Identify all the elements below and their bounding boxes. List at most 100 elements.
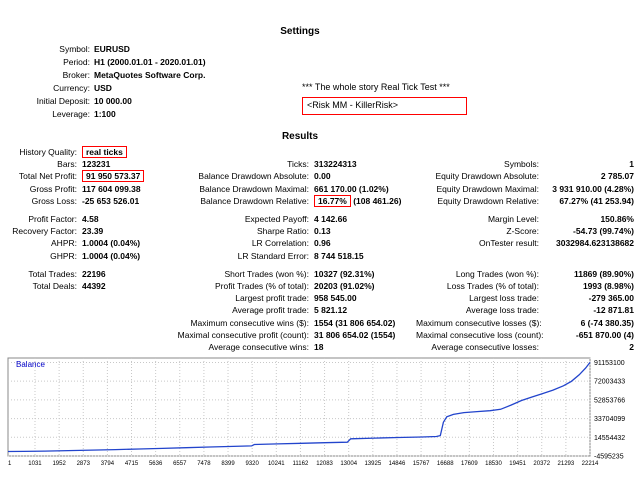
x-axis-label: 22214 (582, 461, 599, 467)
result-value (82, 317, 166, 329)
y-axis-label: 33704099 (594, 416, 625, 423)
x-axis-label: 1952 (52, 461, 66, 467)
annotation-line: *** The whole story Real Tick Test *** (302, 82, 450, 92)
result-value: 4.58 (82, 214, 99, 225)
result-label: OnTester result: (479, 238, 539, 249)
result-label: Symbols: (504, 159, 539, 170)
results-title: Results (281, 131, 319, 142)
result-value: 91 950 573.37 (82, 170, 166, 183)
result-value: 67.27% (41 253.94) (559, 195, 634, 206)
result-label: Average consecutive wins: (208, 342, 309, 353)
result-value: 1.0004 (0.04%) (82, 238, 141, 249)
result-value: 1 (629, 159, 634, 170)
result-label (416, 250, 544, 262)
balance-chart: Balance 91153100 72003433 52853766 33704099… (6, 355, 640, 476)
result-value: 20203 (91.02%) (314, 281, 375, 292)
result-value: 23.39 (82, 226, 104, 237)
result-value (82, 292, 166, 304)
result-label: Total Net Profit: (18, 171, 77, 182)
result-label: Maximal consecutive loss (count): (416, 329, 544, 340)
result-value: 44392 (82, 281, 106, 292)
result-value: 150.86% (600, 214, 634, 225)
settings-field-value: 10 000.00 (94, 96, 132, 106)
risk-mm-box: <Risk MM - KillerRisk> (302, 97, 467, 115)
result-value (314, 146, 416, 158)
result-label: Profit Trades (% of total): (214, 281, 309, 292)
result-label: Balance Drawdown Relative: (200, 195, 309, 206)
x-axis-label: 21293 (558, 461, 575, 467)
result-label: Average consecutive losses: (431, 342, 539, 353)
plot-border (7, 357, 591, 457)
result-label: Long Trades (won %): (455, 268, 539, 279)
result-label (416, 146, 544, 158)
x-axis-label: 6557 (173, 461, 187, 467)
settings-field-label: Period: (63, 57, 90, 67)
result-value: -12 871.81 (593, 305, 634, 316)
result-label (6, 292, 82, 304)
result-value: 5 821.12 (314, 305, 348, 316)
balance-chart-svg: 91153100 72003433 52853766 33704099 14554432… (7, 357, 625, 467)
result-label: Equity Drawdown Maximal: (436, 183, 539, 194)
result-label: Maximal consecutive profit (count): (177, 329, 309, 340)
result-value: 31 806 654.02 (1554) (314, 329, 396, 340)
result-value: 10327 (92.31%) (314, 268, 375, 279)
result-label: Ticks: (287, 159, 309, 170)
result-value: -279 365.00 (588, 293, 634, 304)
y-axis-label: -4595235 (594, 454, 624, 461)
x-axis-label: 13004 (340, 461, 357, 467)
result-value: 313224313 (314, 159, 357, 170)
x-axis-label: 19451 (509, 461, 526, 467)
result-value: 117 604 099.38 (82, 183, 141, 194)
settings-field: Initial Deposit: 10 000.00 (6, 95, 640, 108)
y-axis-label: 52853766 (594, 398, 625, 405)
strategy-annotation: *** The whole story Real Tick Test *** <… (302, 81, 467, 115)
x-axis-label: 3794 (101, 461, 115, 467)
x-axis-label: 18530 (485, 461, 502, 467)
settings-field: Leverage: 1:100 (6, 108, 640, 121)
result-value: 1554 (31 806 654.02) (314, 317, 396, 328)
settings-field-label: Leverage: (52, 109, 90, 119)
y-axis-label: 91153100 (594, 360, 625, 367)
result-label: Gross Profit: (29, 183, 77, 194)
balance-line (7, 362, 591, 453)
result-value: -651 870.00 (4) (575, 329, 634, 340)
result-value: 2 785.07 (600, 171, 634, 182)
result-label: History Quality: (19, 147, 77, 157)
results-table: History Quality: real ticks Bars: 123231 Tic… (6, 146, 640, 353)
result-label: Average profit trade: (232, 305, 309, 316)
result-label: Equity Drawdown Absolute: (435, 171, 539, 182)
y-axis-label: 14554432 (594, 435, 625, 442)
x-axis-label: 11162 (293, 461, 309, 467)
result-value: 16.77% (108 461.26) (314, 194, 416, 207)
result-label: Short Trades (won %): (224, 268, 309, 279)
settings-field-value: EURUSD (94, 44, 130, 54)
result-label: Sharpe Ratio: (257, 226, 309, 237)
x-axis-label: 1031 (28, 461, 42, 467)
result-value: 6 (-74 380.35) (580, 317, 634, 328)
result-value: 4 142.66 (314, 214, 348, 225)
highlighted-value: 16.77% (314, 194, 351, 207)
x-axis-label: 17609 (461, 461, 478, 467)
result-value: 11869 (89.90%) (573, 268, 634, 279)
result-label: GHPR: (50, 250, 77, 261)
x-axis-label: 20372 (533, 461, 550, 467)
result-label: Balance Drawdown Maximal: (199, 183, 309, 194)
result-value: 22196 (82, 268, 106, 279)
result-value: -25 653 526.01 (82, 195, 140, 206)
settings-field: Broker: MetaQuotes Software Corp. (6, 69, 640, 82)
settings-section: Symbol: EURUSD Period: H1 (2000.01.01 - 202… (6, 43, 640, 121)
result-label: Largest profit trade: (235, 293, 309, 304)
result-label: Z-Score: (506, 226, 539, 237)
result-value: 1.0004 (0.04%) (82, 250, 141, 261)
settings-field: Symbol: EURUSD (6, 43, 640, 56)
result-value (544, 250, 634, 262)
result-value (82, 341, 166, 353)
x-axis-label: 2873 (77, 461, 91, 467)
result-label: LR Correlation: (251, 238, 309, 249)
result-value: 8 744 518.15 (314, 250, 364, 261)
result-value: 0.00 (314, 171, 331, 182)
result-label: Bars: (57, 159, 77, 170)
x-axis-label: 13925 (364, 461, 381, 467)
settings-field-label: Symbol: (59, 44, 90, 54)
